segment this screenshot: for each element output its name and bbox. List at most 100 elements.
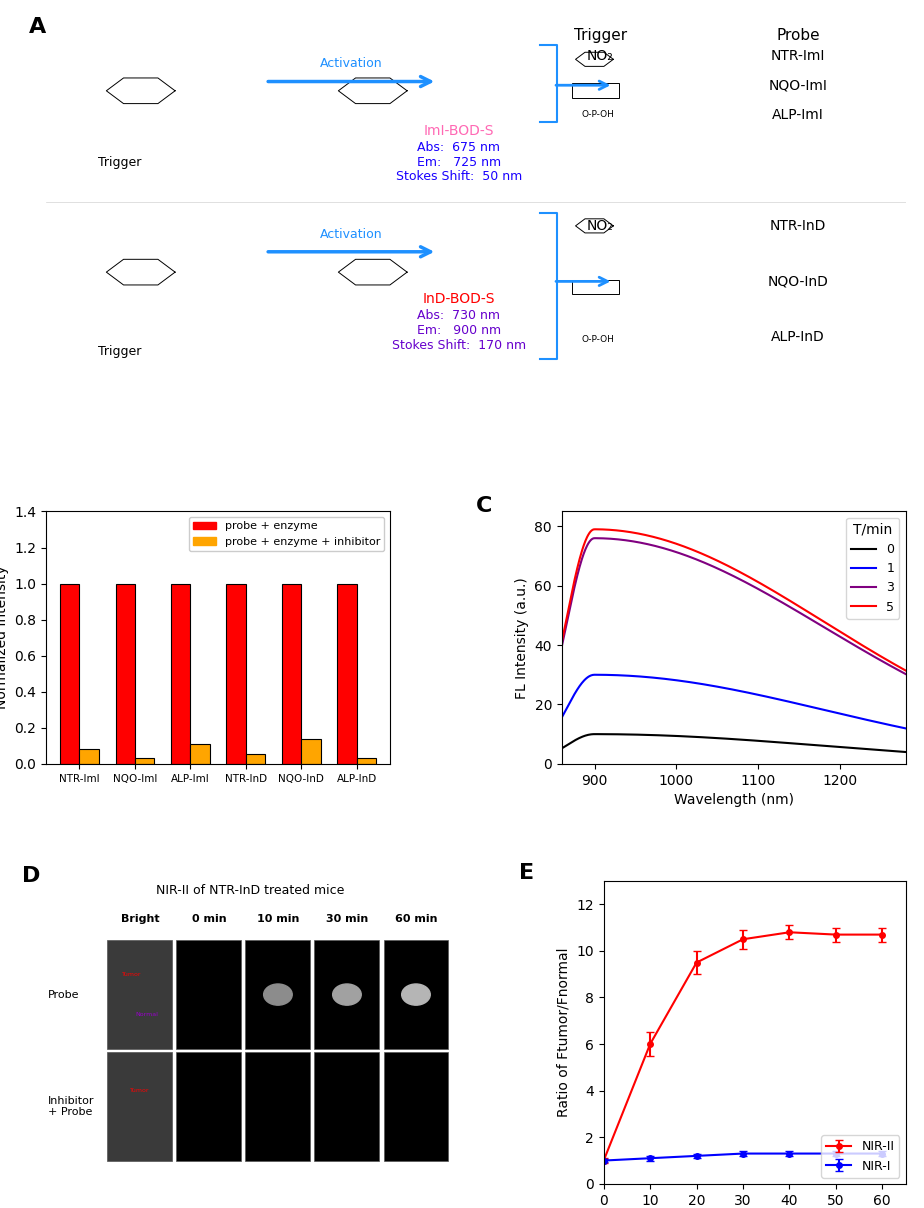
Text: A: A [29, 17, 46, 36]
Text: Em:   900 nm: Em: 900 nm [417, 324, 501, 337]
0 [816, 738, 827, 753]
Text: Abs:  730 nm: Abs: 730 nm [417, 309, 500, 323]
Text: Inhibitor
+ Probe: Inhibitor + Probe [48, 1096, 95, 1117]
Text: 30 min: 30 min [326, 914, 368, 924]
Text: Normal: Normal [135, 1012, 158, 1017]
Line: 5: 5 [562, 529, 906, 670]
Text: Bright: Bright [121, 914, 159, 924]
Text: Em:   725 nm: Em: 725 nm [417, 156, 501, 169]
3 [900, 667, 911, 681]
5 [900, 663, 911, 678]
5 [645, 529, 656, 544]
0 [589, 727, 600, 742]
1 [786, 695, 797, 709]
Text: NQO-InD: NQO-InD [768, 274, 829, 289]
Text: ALP-ImI: ALP-ImI [772, 108, 824, 122]
Line: 1: 1 [562, 675, 906, 728]
5 [760, 579, 771, 593]
Text: NO₂: NO₂ [587, 219, 614, 233]
Text: Activation: Activation [320, 58, 383, 70]
Text: ALP-InD: ALP-InD [772, 330, 825, 344]
Y-axis label: Normalized Intensity: Normalized Intensity [0, 565, 9, 709]
1 [900, 721, 911, 736]
5 [617, 524, 628, 539]
Text: Trigger: Trigger [574, 28, 627, 42]
Text: E: E [519, 863, 534, 883]
0 [900, 745, 911, 760]
Bar [246, 940, 310, 1049]
Bar [282, 583, 301, 763]
Text: C: C [476, 496, 492, 516]
Bar [135, 757, 154, 763]
Bar [572, 83, 619, 98]
Text: Probe: Probe [48, 989, 79, 999]
Text: 10 min: 10 min [257, 914, 299, 924]
Bar [572, 279, 619, 295]
Y-axis label: Ratio of Ftumor/Fnormal: Ratio of Ftumor/Fnormal [557, 948, 571, 1117]
Bar [357, 759, 376, 763]
1 [617, 668, 628, 683]
Circle shape [402, 985, 431, 1005]
3 [786, 600, 797, 615]
Bar [176, 1052, 241, 1161]
Bar [116, 583, 135, 763]
Bar [314, 940, 380, 1049]
Text: Tumor: Tumor [130, 1087, 150, 1093]
Circle shape [263, 985, 292, 1005]
Text: O-P-OH: O-P-OH [581, 110, 614, 120]
5 [556, 634, 567, 649]
Text: Trigger: Trigger [98, 157, 141, 169]
3 [645, 538, 656, 552]
5 [786, 594, 797, 609]
Circle shape [333, 985, 361, 1005]
3 [712, 562, 723, 576]
Text: ImI-BOD-S: ImI-BOD-S [423, 124, 494, 138]
Text: 0 min: 0 min [191, 914, 226, 924]
1 [556, 710, 567, 725]
Text: NO₂: NO₂ [587, 48, 614, 63]
Bar [246, 1052, 310, 1161]
Legend: 0, 1, 3, 5: 0, 1, 3, 5 [846, 518, 899, 618]
0 [712, 731, 723, 745]
Bar [171, 583, 190, 763]
3 [589, 532, 600, 546]
0 [556, 742, 567, 756]
Bar [314, 1052, 380, 1161]
Text: NTR-InD: NTR-InD [770, 219, 826, 233]
3 [816, 618, 827, 633]
Bar [107, 1052, 173, 1161]
Bar [226, 583, 246, 763]
Text: NIR-II of NTR-InD treated mice: NIR-II of NTR-InD treated mice [156, 884, 345, 898]
Bar [301, 739, 321, 763]
Text: Trigger: Trigger [98, 345, 141, 359]
Line: 0: 0 [562, 734, 906, 753]
Y-axis label: FL Intensity (a.u.): FL Intensity (a.u.) [515, 576, 529, 698]
3 [760, 586, 771, 600]
1 [760, 689, 771, 703]
Bar [107, 940, 173, 1049]
5 [816, 612, 827, 627]
Bar [190, 744, 210, 763]
Text: Tumor: Tumor [122, 972, 142, 977]
Bar [176, 940, 241, 1049]
0 [617, 727, 628, 742]
Text: InD-BOD-S: InD-BOD-S [422, 292, 495, 307]
Bar [60, 583, 79, 763]
Bar [383, 940, 448, 1049]
1 [589, 668, 600, 683]
1 [816, 702, 827, 716]
0 [760, 734, 771, 749]
0 [786, 736, 797, 750]
1 [645, 670, 656, 685]
Text: Stokes Shift:  170 nm: Stokes Shift: 170 nm [392, 339, 526, 353]
Text: 60 min: 60 min [395, 914, 437, 924]
5 [589, 522, 600, 536]
Text: Stokes Shift:  50 nm: Stokes Shift: 50 nm [395, 170, 522, 184]
Bar [383, 1052, 448, 1161]
Line: 3: 3 [562, 539, 906, 674]
X-axis label: Wavelength (nm): Wavelength (nm) [674, 794, 794, 807]
5 [712, 553, 723, 568]
1 [712, 680, 723, 695]
Legend: probe + enzyme, probe + enzyme + inhibitor: probe + enzyme, probe + enzyme + inhibit… [189, 517, 384, 552]
Bar [79, 749, 99, 763]
